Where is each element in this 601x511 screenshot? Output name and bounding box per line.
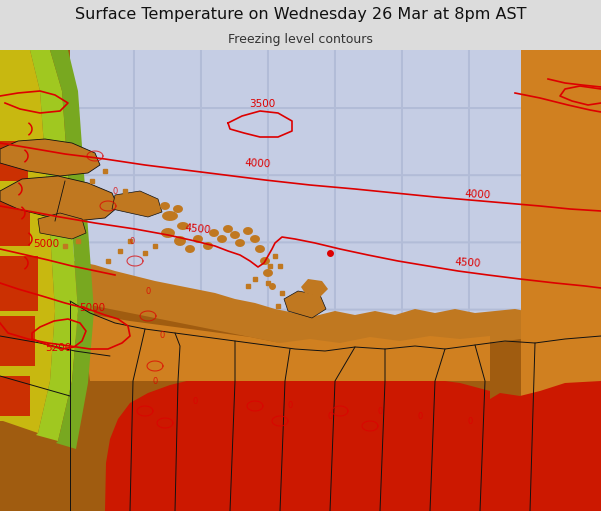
Polygon shape [112, 191, 162, 217]
Polygon shape [0, 289, 601, 511]
Polygon shape [185, 245, 195, 253]
Polygon shape [521, 50, 601, 511]
Polygon shape [0, 139, 100, 176]
Text: 5000: 5000 [79, 303, 105, 313]
Polygon shape [38, 213, 86, 239]
Text: 0: 0 [377, 406, 383, 415]
Text: 5000: 5000 [33, 239, 59, 249]
Polygon shape [230, 231, 240, 239]
Polygon shape [235, 239, 245, 247]
Polygon shape [193, 235, 203, 243]
Polygon shape [263, 269, 273, 277]
Polygon shape [209, 229, 219, 237]
Text: 0: 0 [468, 416, 472, 426]
Text: 0: 0 [145, 287, 151, 295]
Polygon shape [0, 246, 601, 511]
Polygon shape [173, 205, 183, 213]
Polygon shape [177, 222, 189, 230]
Polygon shape [390, 411, 440, 456]
Polygon shape [0, 141, 28, 181]
Text: 0: 0 [287, 402, 293, 410]
Text: 0: 0 [159, 332, 165, 340]
Polygon shape [284, 291, 326, 318]
Text: 0: 0 [129, 237, 135, 245]
Text: 0: 0 [112, 187, 118, 196]
Polygon shape [243, 227, 253, 235]
Text: 4000: 4000 [245, 158, 271, 169]
Polygon shape [217, 235, 227, 243]
Text: 3500: 3500 [249, 99, 275, 109]
Text: 4500: 4500 [454, 257, 481, 269]
Polygon shape [161, 228, 175, 238]
Polygon shape [160, 202, 170, 210]
Text: 4000: 4000 [465, 189, 491, 200]
Polygon shape [162, 211, 178, 221]
Polygon shape [0, 376, 30, 416]
Polygon shape [250, 235, 260, 243]
Polygon shape [0, 50, 55, 433]
Text: 4500: 4500 [185, 223, 212, 235]
Text: 5200: 5200 [45, 343, 71, 353]
Polygon shape [50, 50, 94, 449]
Text: 0: 0 [192, 397, 198, 406]
Polygon shape [174, 236, 186, 246]
Polygon shape [0, 50, 70, 511]
Text: Surface Temperature on Wednesday 26 Mar at 8pm AST: Surface Temperature on Wednesday 26 Mar … [75, 7, 526, 21]
Polygon shape [0, 176, 118, 221]
Text: Freezing level contours: Freezing level contours [228, 34, 373, 47]
Polygon shape [30, 50, 78, 441]
Polygon shape [203, 242, 213, 250]
Text: 0: 0 [328, 411, 332, 421]
Polygon shape [70, 313, 490, 381]
Polygon shape [260, 257, 270, 265]
Polygon shape [0, 201, 30, 246]
Text: 0: 0 [417, 411, 423, 421]
Polygon shape [301, 279, 328, 297]
Polygon shape [0, 256, 38, 311]
Polygon shape [0, 316, 35, 366]
Polygon shape [105, 373, 490, 511]
Text: 0: 0 [153, 377, 157, 385]
Polygon shape [223, 225, 233, 233]
Polygon shape [490, 381, 601, 511]
Polygon shape [255, 245, 265, 253]
